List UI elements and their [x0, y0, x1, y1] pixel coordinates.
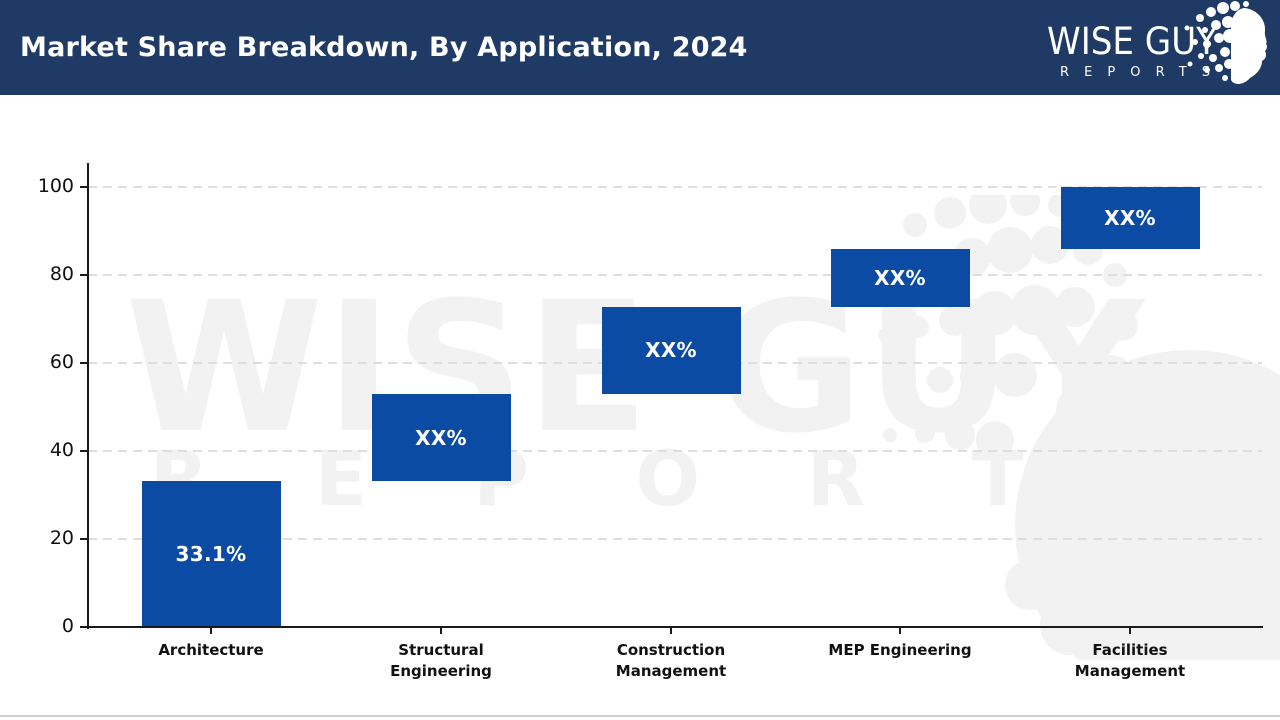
- x-axis-category-label-line: MEP Engineering: [828, 641, 972, 659]
- y-axis-tick: [80, 186, 88, 188]
- gridline-y-100: [88, 186, 1262, 188]
- x-axis-tick: [210, 627, 212, 634]
- y-axis-tick-label: 60: [49, 351, 74, 373]
- x-axis-category-label: Structural Engineering: [326, 640, 556, 682]
- bar-value-label: XX%: [1104, 205, 1156, 230]
- watermark-dotted-head-graphic: [878, 195, 1280, 660]
- x-axis-category-label: Construction Management: [556, 640, 786, 682]
- x-axis-category-label-line: Management: [615, 662, 727, 680]
- y-axis-tick: [80, 362, 88, 364]
- x-axis-tick: [670, 627, 672, 634]
- x-axis-tick: [440, 627, 442, 634]
- y-axis-tick: [80, 538, 88, 540]
- logo-brand-text: WISE GUY: [1047, 20, 1217, 63]
- y-axis-tick-label: 20: [49, 527, 74, 549]
- bar-segment-2: XX%: [601, 307, 741, 394]
- x-axis-category-label: MEP Engineering: [785, 640, 1015, 661]
- bar-segment-4: XX%: [1060, 187, 1200, 249]
- x-axis-category-label-line: Engineering: [390, 662, 492, 680]
- logo-dotted-head-icon: [1184, 1, 1268, 84]
- y-axis-tick-label: 80: [49, 263, 74, 285]
- x-axis-category-label-line: Facilities: [1092, 641, 1168, 659]
- y-axis-tick: [80, 626, 88, 628]
- gridline-y-40: [88, 450, 1262, 452]
- x-axis-category-label: Architecture: [96, 640, 326, 661]
- y-axis-tick: [80, 274, 88, 276]
- x-axis-category-label: Facilities Management: [1015, 640, 1245, 682]
- x-axis-tick: [899, 627, 901, 634]
- bar-segment-0: 33.1%: [141, 481, 281, 627]
- y-axis-tick-label: 100: [37, 175, 74, 197]
- x-axis-category-label-line: Management: [1074, 662, 1186, 680]
- chart-title: Market Share Breakdown, By Application, …: [20, 32, 748, 63]
- x-axis-category-label-line: Structural: [398, 641, 484, 659]
- x-axis-line: [87, 626, 1263, 628]
- bar-value-label: XX%: [874, 265, 926, 290]
- y-axis-tick: [80, 450, 88, 452]
- bottom-divider-line: [0, 715, 1280, 717]
- y-axis-tick-label: 40: [49, 439, 74, 461]
- bar-value-label: XX%: [645, 338, 697, 363]
- y-axis-tick-label: 0: [61, 615, 74, 637]
- gridline-y-20: [88, 538, 1262, 540]
- x-axis-category-label-line: Architecture: [158, 641, 264, 659]
- x-axis-category-label-line: Construction: [616, 641, 726, 659]
- bar-segment-3: XX%: [830, 248, 970, 308]
- y-axis-line: [87, 163, 89, 629]
- bar-value-label: 33.1%: [175, 542, 247, 567]
- watermark-reports-text: R E P O R T S: [150, 434, 1225, 523]
- header-bar: Market Share Breakdown, By Application, …: [0, 0, 1280, 95]
- x-axis-tick: [1129, 627, 1131, 634]
- bar-segment-1: XX%: [371, 393, 511, 482]
- plot-area: 0 20 40 60 80 100 33.1% XX% XX% XX% XX% Architectur…: [0, 95, 1280, 720]
- bar-value-label: XX%: [415, 425, 467, 450]
- gridline-y-80: [88, 274, 1262, 276]
